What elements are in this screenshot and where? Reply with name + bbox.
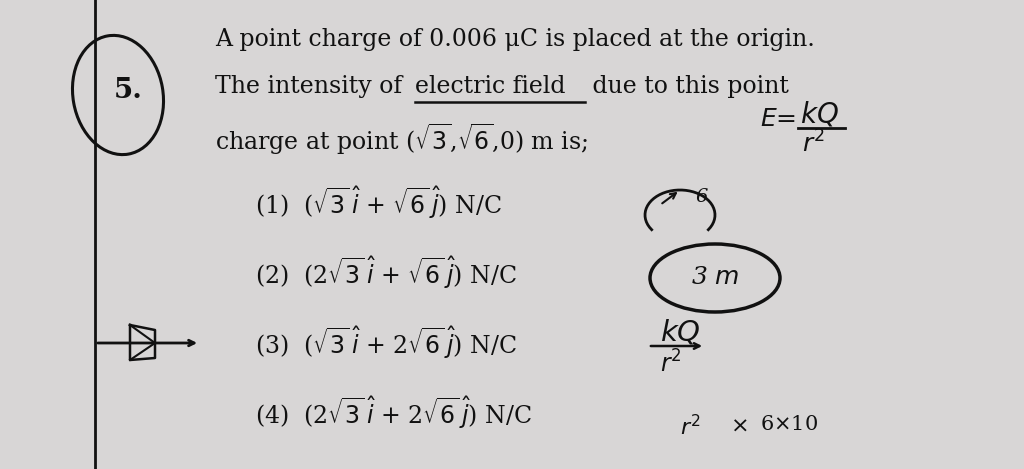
Text: 5.: 5. [114, 76, 142, 104]
Text: charge at point ($\sqrt{3}$,$\sqrt{6}$,0) m is;: charge at point ($\sqrt{3}$,$\sqrt{6}$,0… [215, 122, 588, 158]
Text: A point charge of 0.006 μC is placed at the origin.: A point charge of 0.006 μC is placed at … [215, 28, 815, 51]
Text: 6$\times$10: 6$\times$10 [760, 415, 818, 434]
Text: $\times$: $\times$ [730, 415, 748, 437]
Text: $r^{2}$: $r^{2}$ [802, 130, 824, 157]
Text: (3)  ($\sqrt{3}\,\hat{i}$ + 2$\sqrt{6}\,\hat{j}$) N/C: (3) ($\sqrt{3}\,\hat{i}$ + 2$\sqrt{6}\,\… [255, 325, 517, 362]
Text: electric field: electric field [415, 75, 565, 98]
Text: $kQ$: $kQ$ [660, 318, 700, 347]
Text: $r^{2}$: $r^{2}$ [680, 415, 700, 440]
Text: $kQ$: $kQ$ [800, 100, 839, 129]
Text: 6: 6 [695, 188, 708, 206]
Text: (2)  (2$\sqrt{3}\,\hat{i}$ + $\sqrt{6}\,\hat{j}$) N/C: (2) (2$\sqrt{3}\,\hat{i}$ + $\sqrt{6}\,\… [255, 255, 517, 291]
Text: (1)  ($\sqrt{3}\,\hat{i}$ + $\sqrt{6}\,\hat{j}$) N/C: (1) ($\sqrt{3}\,\hat{i}$ + $\sqrt{6}\,\h… [255, 185, 502, 221]
Text: due to this point: due to this point [585, 75, 788, 98]
Text: $r^{2}$: $r^{2}$ [660, 350, 682, 377]
Text: (4)  (2$\sqrt{3}\,\hat{i}$ + 2$\sqrt{6}\,\hat{j}$) N/C: (4) (2$\sqrt{3}\,\hat{i}$ + 2$\sqrt{6}\,… [255, 395, 531, 431]
Text: $E$=: $E$= [760, 108, 796, 131]
Text: The intensity of: The intensity of [215, 75, 410, 98]
Text: 3 $m$: 3 $m$ [691, 266, 739, 289]
